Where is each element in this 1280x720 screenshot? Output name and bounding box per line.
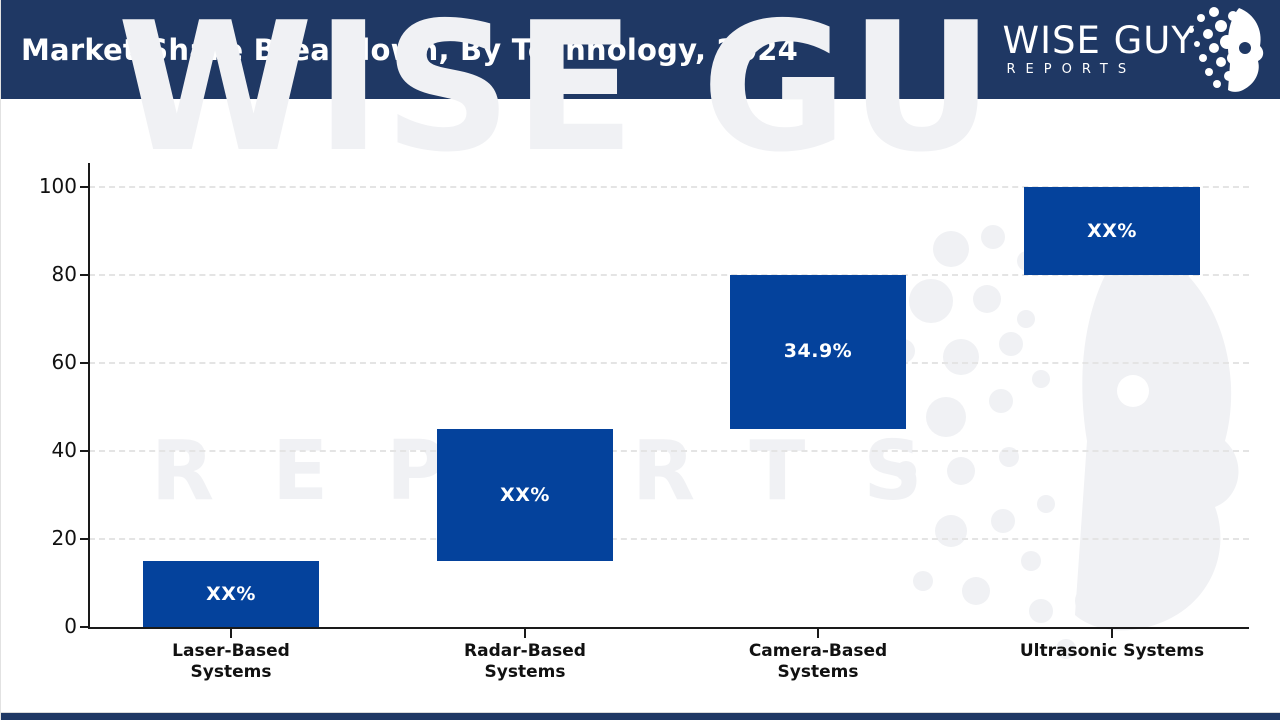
bar-1	[143, 561, 319, 627]
header-bar: Market Share Breakdown, By Technology, 2…	[1, 0, 1280, 99]
bar-2	[437, 429, 613, 561]
y-axis-tick-label: 0	[64, 614, 77, 638]
brand-subtitle: REPORTS	[1006, 62, 1137, 77]
y-axis-tick	[80, 362, 89, 364]
x-axis-tick	[230, 629, 232, 638]
gridline	[89, 450, 1249, 452]
x-axis-tick	[1111, 629, 1113, 638]
category-label: Ultrasonic Systems	[1019, 641, 1205, 661]
y-axis-tick-label: 60	[51, 350, 77, 374]
bar-3	[730, 275, 906, 429]
x-axis-tick	[524, 629, 526, 638]
bar-value-label: XX%	[1087, 220, 1137, 242]
gridline	[89, 274, 1249, 276]
y-axis-tick	[80, 538, 89, 540]
category-label: Laser-Based Systems	[172, 641, 290, 682]
y-axis-line	[88, 163, 90, 629]
y-axis-tick-label: 20	[51, 526, 77, 550]
chart-title: Market Share Breakdown, By Technology, 2…	[21, 32, 799, 67]
gridline	[89, 186, 1249, 188]
footer-divider	[1, 712, 1280, 713]
y-axis-tick-label: 40	[51, 438, 77, 462]
category-label: Camera-Based Systems	[748, 641, 888, 682]
y-axis-tick	[80, 274, 89, 276]
y-axis-tick-label: 100	[38, 174, 77, 198]
y-axis-tick	[80, 186, 89, 188]
watermark-wordmark: WISE GU	[117, 0, 996, 191]
gridline	[89, 538, 1249, 540]
x-axis-tick	[817, 629, 819, 638]
brand-logo: WISE GUY REPORTS	[1003, 4, 1267, 96]
y-axis-tick-label: 80	[51, 262, 77, 286]
bar-value-label: XX%	[500, 484, 550, 506]
x-axis-line	[88, 627, 1249, 629]
logo-head-icon	[1188, 6, 1264, 92]
y-axis-tick	[80, 626, 89, 628]
bar-value-label: 34.9%	[783, 340, 853, 362]
y-axis-tick	[80, 450, 89, 452]
footer-strip	[1, 713, 1280, 720]
watermark-face-icon	[891, 225, 1239, 659]
bar-value-label: XX%	[206, 583, 256, 605]
category-label: Radar-Based Systems	[464, 641, 586, 682]
brand-name: WISE GUY	[1002, 19, 1195, 62]
bar-4	[1024, 187, 1200, 275]
gridline	[89, 362, 1249, 364]
brand-wordmark: WISE GUY REPORTS	[1002, 19, 1195, 78]
